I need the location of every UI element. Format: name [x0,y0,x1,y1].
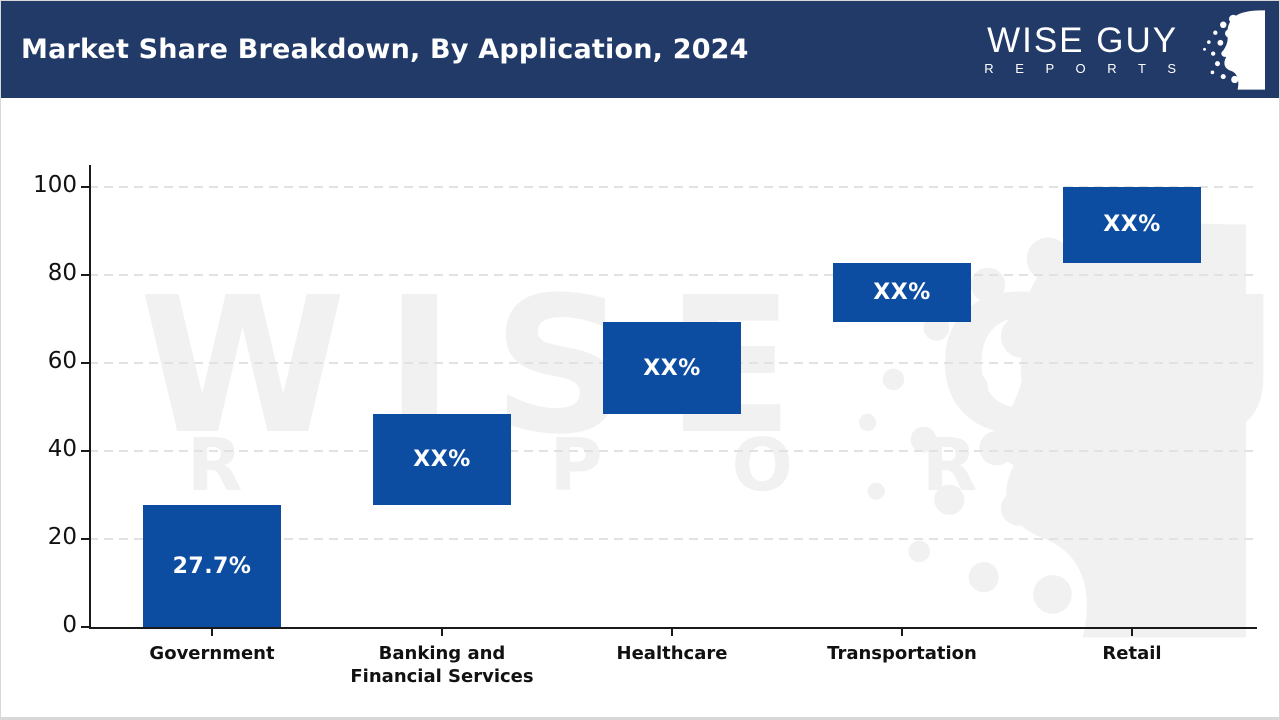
y-tick-40 [81,450,89,452]
x-category-label: Government [92,643,332,666]
plot-area: 0 20 40 60 80 100 27.7% Government XX% Banking an… [1,98,1279,718]
x-axis [89,627,1257,629]
y-tick-0 [81,626,89,628]
x-category-label-line: Banking and [378,643,506,664]
y-tick-label-40: 40 [47,436,77,462]
header-bar: Market Share Breakdown, By Application, … [1,1,1279,98]
x-category-label: Retail [1012,643,1252,666]
y-tick-label-60: 60 [47,348,77,374]
y-tick-label-80: 80 [47,260,77,286]
y-tick-label-20: 20 [47,524,77,550]
y-tick-100 [81,186,89,188]
watermark-face-icon [859,223,1246,638]
x-category-label: Transportation [782,643,1022,666]
gridline-20 [89,538,1257,540]
bar-healthcare: XX% [603,322,741,415]
x-tick-1 [211,629,213,636]
x-category-label-line: Transportation [827,643,977,664]
bar-value-label: XX% [413,447,471,473]
y-tick-label-100: 100 [33,172,77,198]
gridline-100 [89,186,1257,188]
bar-transportation: XX% [833,262,971,323]
x-tick-4 [901,629,903,636]
bar-government: 27.7% [143,505,281,627]
bar-value-label: XX% [1103,212,1161,238]
bar-value-label: XX% [643,355,701,381]
x-tick-5 [1131,629,1133,636]
y-axis [89,165,91,629]
brand-name: WISE GUY [987,21,1179,60]
y-tick-80 [81,274,89,276]
brand-logo-text: WISE GUY R E P O R T S [980,23,1185,76]
brand-face-icon [1203,9,1265,90]
bar-value-label: XX% [873,279,931,305]
bottom-border [1,717,1279,719]
chart-title: Market Share Breakdown, By Application, … [21,34,749,65]
y-tick-label-0: 0 [62,612,77,638]
bar-retail: XX% [1063,187,1201,263]
x-category-label-line: Financial Services [350,665,534,687]
brand-logo: WISE GUY R E P O R T S [980,1,1265,98]
x-category-label-line: Healthcare [616,643,728,664]
y-tick-20 [81,538,89,540]
gridline-80 [89,274,1257,276]
x-tick-3 [671,629,673,636]
x-tick-2 [441,629,443,636]
x-category-label-line: Retail [1102,643,1162,664]
bar-value-label: 27.7% [172,553,252,579]
x-category-label: Healthcare [552,643,792,666]
brand-subtitle: R E P O R T S [984,61,1185,76]
x-category-label-line: Government [149,643,275,664]
y-tick-60 [81,362,89,364]
bar-banking-and-financial-services: XX% [373,414,511,506]
gridline-40 [89,450,1257,452]
x-category-label: Banking and Financial Services [322,643,562,688]
